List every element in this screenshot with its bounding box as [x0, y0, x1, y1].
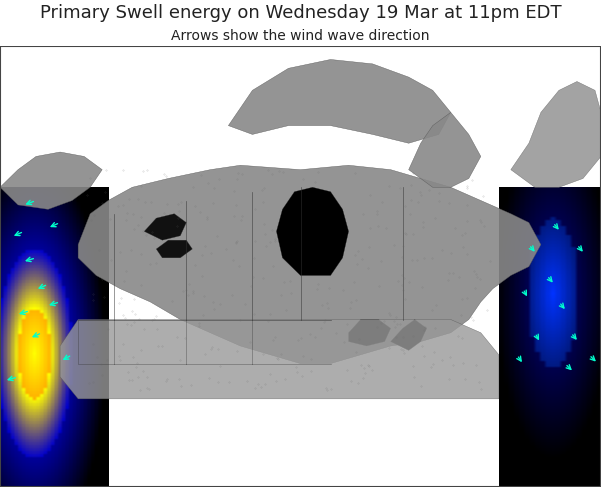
Polygon shape — [391, 319, 427, 350]
Polygon shape — [156, 240, 192, 258]
Polygon shape — [349, 319, 391, 346]
Polygon shape — [78, 165, 541, 364]
Polygon shape — [144, 214, 186, 240]
Polygon shape — [409, 112, 481, 187]
Text: Primary Swell energy on Wednesday 19 Mar at 11pm EDT: Primary Swell energy on Wednesday 19 Mar… — [40, 4, 561, 22]
Polygon shape — [60, 319, 499, 399]
Text: Arrows show the wind wave direction: Arrows show the wind wave direction — [171, 29, 430, 43]
Polygon shape — [276, 187, 349, 276]
Polygon shape — [0, 152, 102, 209]
Polygon shape — [228, 59, 451, 143]
Polygon shape — [511, 81, 601, 187]
